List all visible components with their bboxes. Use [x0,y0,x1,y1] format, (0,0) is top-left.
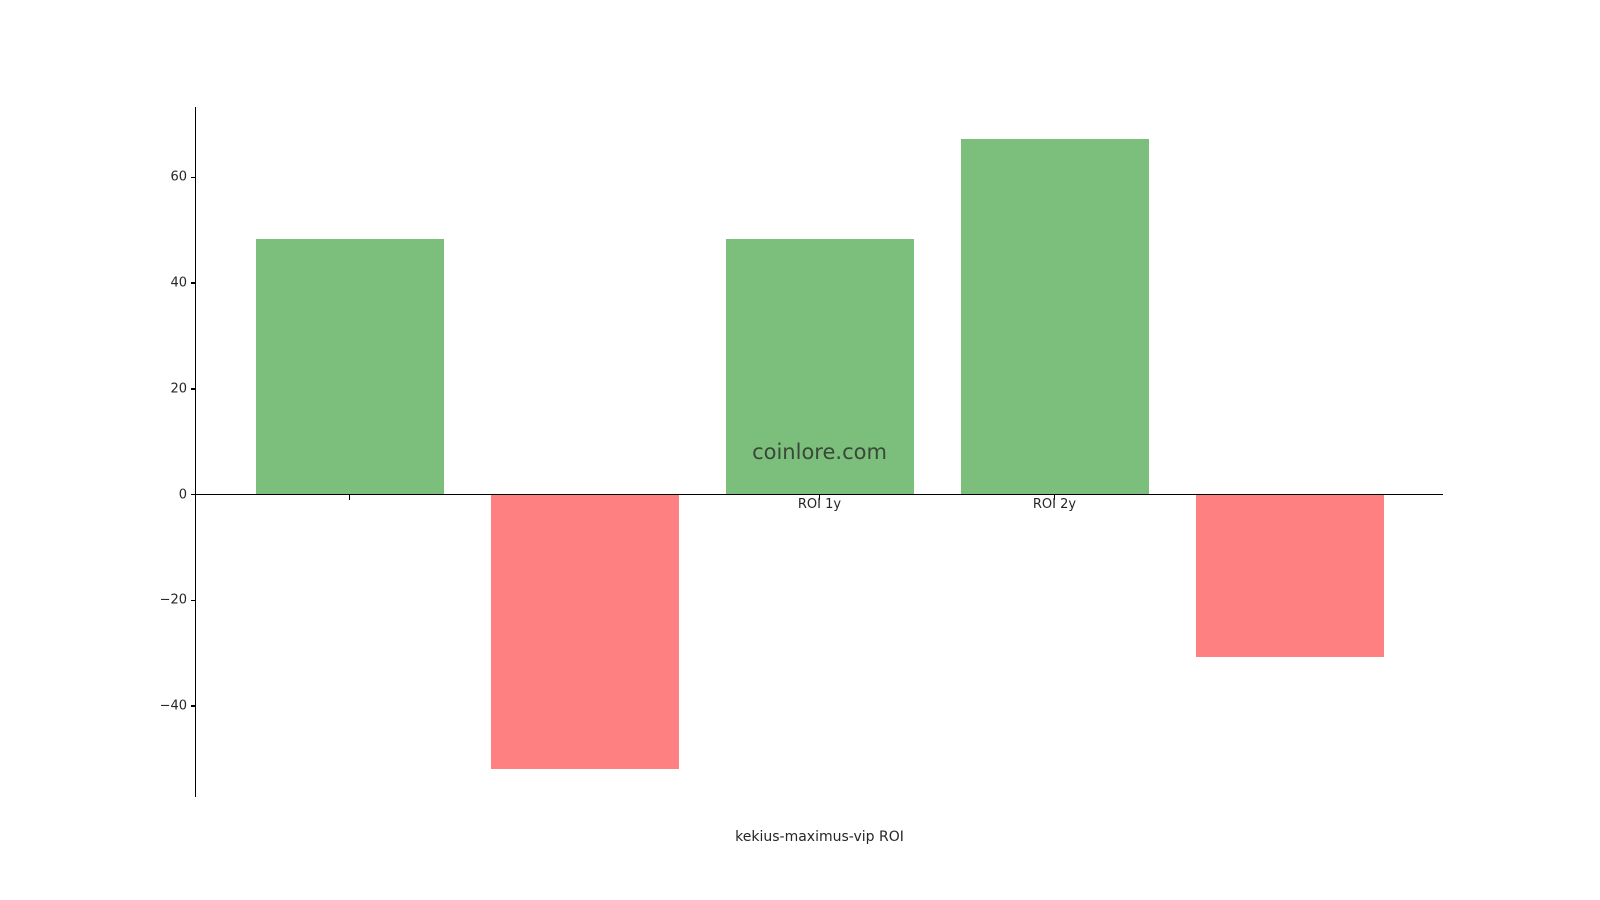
bar-positive [725,239,914,495]
y-tick-mark [191,599,196,602]
x-tick-mark [1053,494,1056,500]
y-tick-label: 40 [170,275,187,291]
bar-negative [1195,494,1384,657]
y-tick-label: 20 [170,381,187,397]
y-tick-mark [191,388,196,390]
y-tick-label: −20 [159,592,187,608]
chart-xlabel: kekius-maximus-vip ROI [735,829,904,845]
y-tick-label: −40 [159,698,187,714]
x-tick-mark [818,494,821,500]
watermark-text: coinlore.com [752,440,887,464]
x-tick-label: ROI 2y [1032,497,1077,513]
bar-positive [255,239,444,495]
y-tick-mark [191,705,196,707]
x-axis-line [196,493,1443,496]
bar-positive [960,138,1149,495]
y-axis-line [194,107,196,797]
y-tick-label: 0 [178,487,187,503]
y-tick-label: 60 [170,169,187,185]
y-tick-mark [191,176,196,179]
x-tick-label: ROI 1y [797,497,842,513]
bar-negative [490,494,679,769]
x-tick-mark [348,494,351,500]
y-tick-mark [191,282,196,284]
y-tick-mark [191,493,196,496]
